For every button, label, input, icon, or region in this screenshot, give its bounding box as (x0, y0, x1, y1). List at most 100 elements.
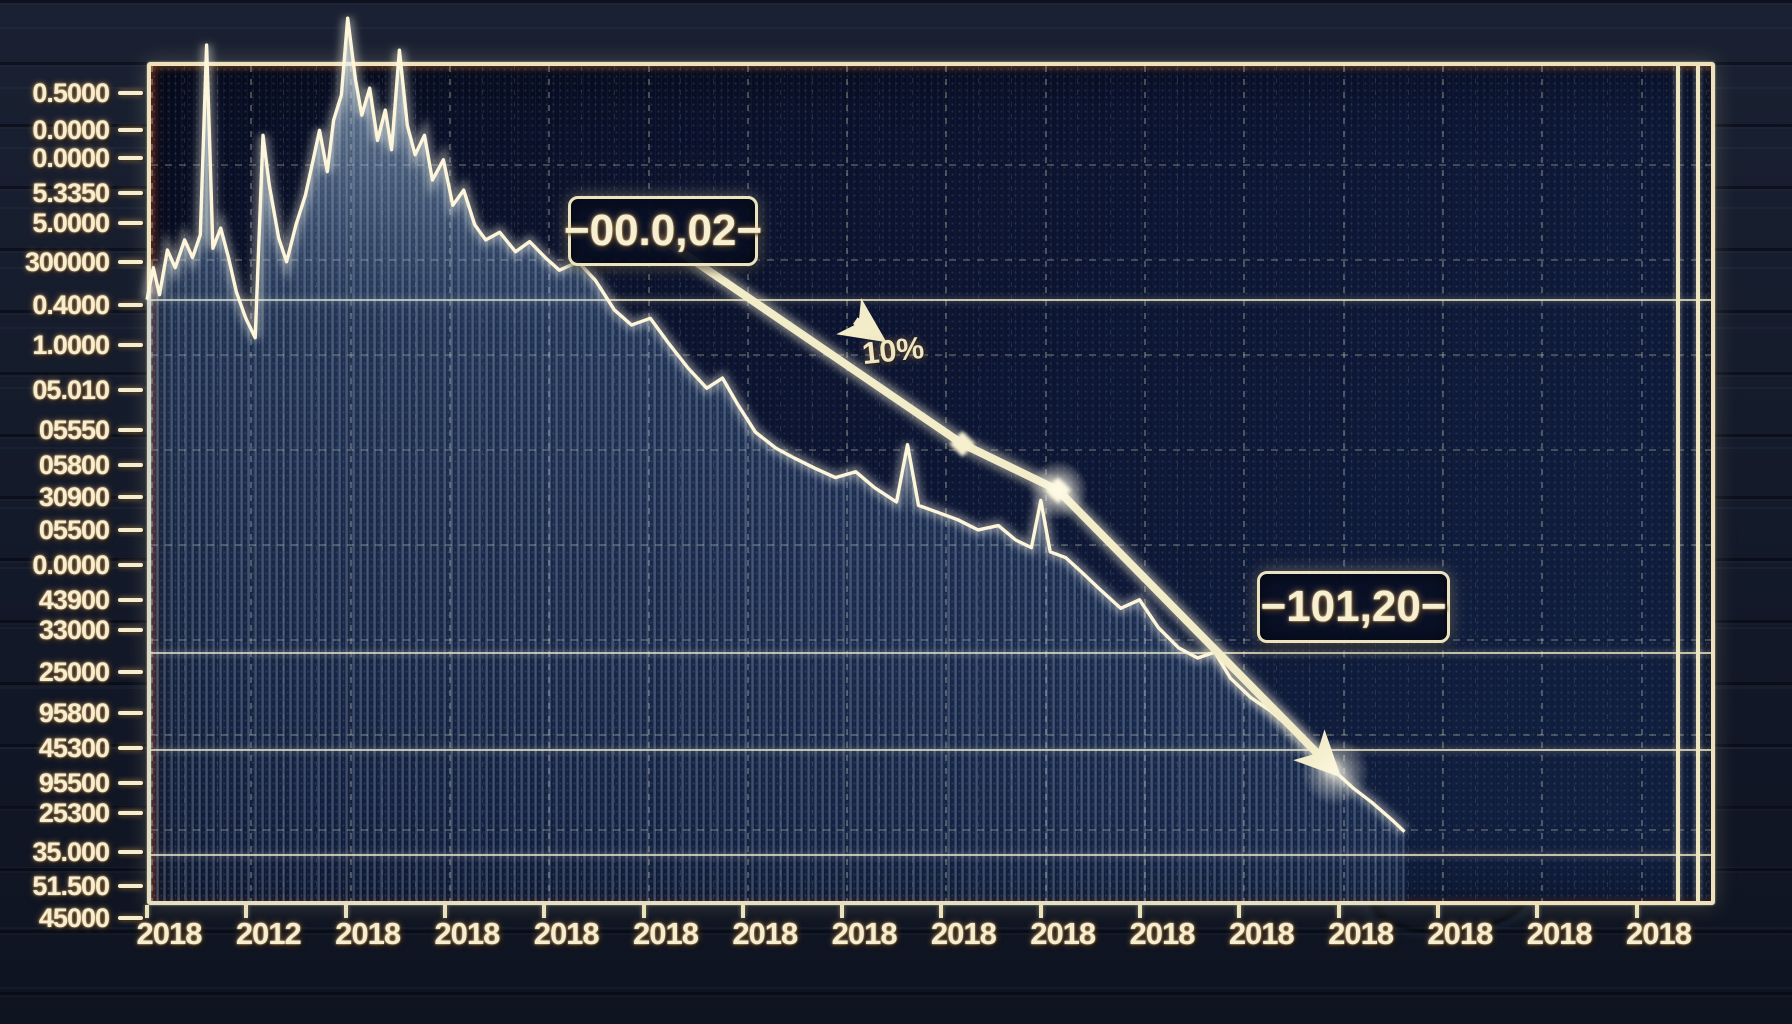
y-tick-label: 35.000 (32, 836, 110, 867)
x-tick-mark (442, 905, 447, 918)
v-gridline (349, 66, 352, 901)
x-tick-label: 2018 (434, 916, 500, 951)
h-gridline (151, 354, 1711, 356)
y-tick-label: 30900 (38, 481, 110, 512)
v-gridline-minor (1077, 66, 1079, 901)
y-tick-label: 0.5000 (32, 77, 110, 108)
h-gridline-bright (151, 854, 1711, 856)
y-tick: 05800 (39, 449, 143, 481)
y-tick-dash (118, 191, 143, 195)
y-tick-label: 33000 (38, 614, 110, 645)
x-tick-label: 2018 (136, 916, 203, 951)
y-tick-label: 0.4000 (32, 289, 110, 320)
v-gridline-minor (1209, 66, 1211, 901)
v-gridline-minor (1673, 66, 1675, 901)
x-tick-mark (343, 905, 348, 918)
y-tick: 43900 (39, 584, 143, 616)
v-gridline-minor (1110, 66, 1112, 901)
x-tick-mark (1336, 905, 1341, 918)
y-tick: 05500 (39, 514, 143, 546)
v-gridline (1541, 66, 1544, 901)
x-tick-label: 2018 (1526, 916, 1593, 951)
v-gridline (151, 66, 153, 901)
y-tick: 05550 (39, 414, 143, 446)
y-tick-label: 0.0000 (32, 549, 110, 580)
x-tick-mark (244, 905, 249, 918)
v-gridline (548, 66, 551, 901)
y-tick-label: 45300 (38, 732, 110, 763)
v-gridline (1342, 66, 1345, 901)
y-tick-dash (118, 711, 143, 715)
y-tick: 95500 (39, 767, 143, 799)
v-gridline-minor (283, 66, 285, 901)
v-gridline-minor (1375, 66, 1377, 901)
callout-box-2: −101,20− (1257, 571, 1450, 643)
v-gridline-minor (580, 66, 582, 901)
v-gridline (746, 66, 749, 901)
y-tick: 0.5000 (32, 77, 143, 109)
y-tick: 51.500 (32, 870, 143, 902)
x-tick-label: 2018 (533, 916, 600, 951)
y-tick-label: 25000 (38, 656, 110, 687)
y-tick-dash (118, 221, 143, 225)
right-panel-strip (1696, 66, 1700, 901)
y-tick: 35.000 (32, 836, 143, 868)
y-tick-label: 5.3350 (32, 177, 110, 208)
x-tick-mark (1535, 905, 1540, 918)
y-tick-label: 05550 (38, 414, 110, 445)
y-tick-label: 25300 (38, 797, 110, 828)
v-gridline (448, 66, 451, 901)
right-panel-strip (1676, 66, 1680, 901)
y-tick: 95800 (39, 697, 143, 729)
y-tick-label: 95500 (38, 767, 110, 798)
y-tick: 30900 (39, 481, 143, 513)
y-tick-label: 05.010 (32, 374, 110, 405)
y-tick-dash (118, 156, 143, 160)
v-gridline-minor (680, 66, 682, 901)
y-tick-label: 51.500 (32, 870, 110, 901)
h-gridline-bright (151, 749, 1711, 751)
x-tick-mark (939, 905, 944, 918)
y-tick: 300000 (25, 246, 143, 278)
x-tick-label: 2018 (1328, 916, 1394, 951)
h-gridline (151, 639, 1711, 641)
h-gridline-bright (151, 299, 1711, 301)
y-tick-dash (118, 343, 143, 347)
v-gridline (1441, 66, 1444, 901)
v-gridline-minor (878, 66, 880, 901)
x-tick-mark (641, 905, 646, 918)
y-tick: 45000 (39, 902, 143, 934)
y-tick-label: 95800 (38, 697, 110, 728)
x-tick-label: 2018 (1228, 916, 1295, 951)
y-tick-label: 0.0000 (32, 142, 110, 173)
y-tick-label: 1.0000 (32, 329, 110, 360)
v-gridline-minor (216, 66, 218, 901)
v-gridline-minor (1706, 66, 1708, 901)
y-tick-dash (118, 884, 143, 888)
y-tick-dash (118, 850, 143, 854)
y-tick-dash (118, 670, 143, 674)
v-gridline (1044, 66, 1047, 901)
v-gridline-minor (481, 66, 483, 901)
y-tick-dash (118, 495, 143, 499)
x-tick-label: 2018 (831, 916, 898, 951)
y-tick-dash (118, 746, 143, 750)
y-tick-label: 5.0000 (32, 207, 110, 238)
v-gridline (647, 66, 650, 901)
v-gridline-minor (1010, 66, 1012, 901)
x-tick-label: 2018 (1626, 916, 1692, 951)
percent-label: 10% (860, 329, 926, 372)
v-gridline (945, 66, 948, 901)
y-tick-label: 45000 (38, 902, 110, 933)
y-tick: 5.3350 (32, 177, 143, 209)
v-gridline-minor (1308, 66, 1310, 901)
v-gridline-minor (613, 66, 615, 901)
y-tick: 25300 (39, 797, 143, 829)
callout-box-1: −00.0,02− (564, 196, 762, 266)
h-gridline-bright (151, 652, 1711, 654)
v-gridline-minor (514, 66, 516, 901)
y-tick-dash (118, 528, 143, 532)
v-gridline-minor (1176, 66, 1178, 901)
x-tick-mark (1435, 905, 1440, 918)
x-tick-label: 2018 (1427, 916, 1493, 951)
